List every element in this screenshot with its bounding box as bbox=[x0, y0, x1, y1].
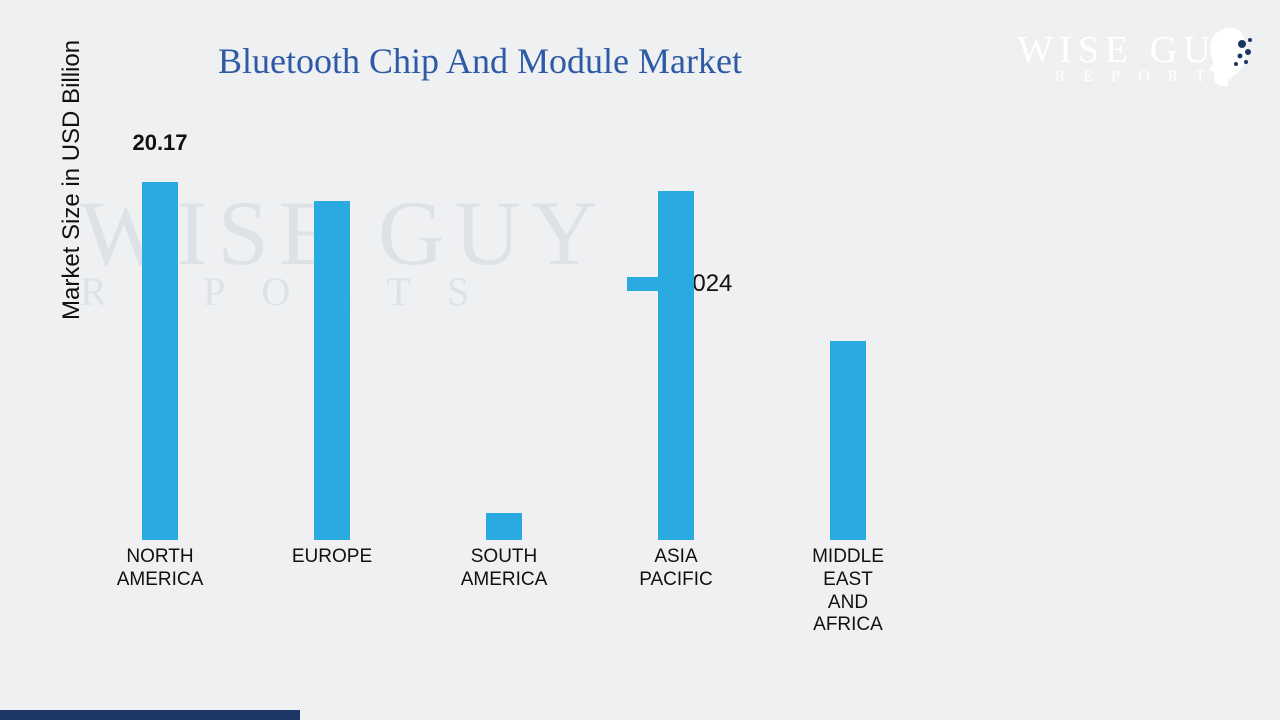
bar-chart: 20.17 bbox=[110, 150, 940, 540]
brand-line1: WISE GUY bbox=[1017, 28, 1250, 72]
chart-canvas: WISE GUY REPORTS WISE GUY REPORTS Blueto… bbox=[0, 0, 1280, 720]
x-axis-label: EUROPE bbox=[292, 546, 372, 569]
bottom-accent-bar bbox=[0, 710, 300, 720]
bar bbox=[830, 341, 866, 540]
x-axis-label: MIDDLE EAST AND AFRICA bbox=[812, 546, 884, 637]
brand-logo: WISE GUY REPORTS bbox=[1017, 28, 1250, 86]
chart-title: Bluetooth Chip And Module Market bbox=[0, 40, 960, 82]
x-axis-label: SOUTH AMERICA bbox=[461, 546, 548, 592]
x-axis-label: NORTH AMERICA bbox=[117, 546, 204, 592]
x-axis-label: ASIA PACIFIC bbox=[639, 546, 713, 592]
bar bbox=[142, 182, 178, 540]
bar-value-label: 20.17 bbox=[132, 130, 187, 156]
bar bbox=[486, 513, 522, 540]
bar bbox=[314, 201, 350, 540]
y-axis-label: Market Size in USD Billion bbox=[58, 40, 86, 320]
bar bbox=[658, 191, 694, 540]
